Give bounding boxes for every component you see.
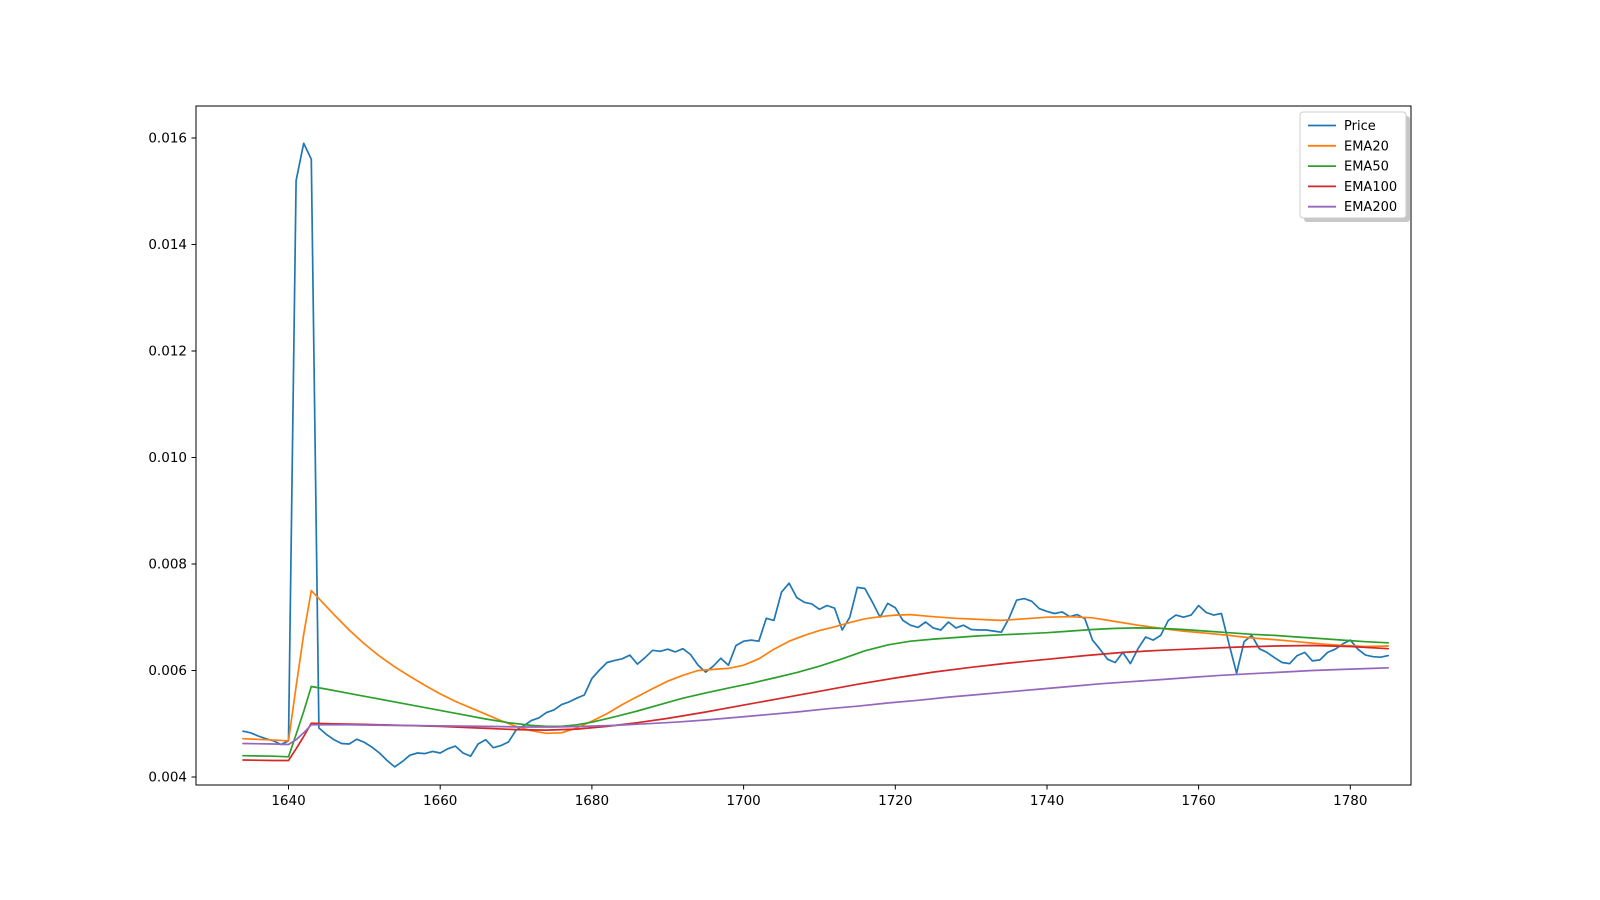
ema200-line [242,666,1390,746]
y-tick-label: 0.012 [148,344,187,360]
ema20-line [242,589,1390,742]
y-tick-label: 0.014 [148,237,187,253]
y-tick-label: 0.008 [148,557,187,573]
x-tick-label: 1720 [878,793,912,809]
y-tick-label: 0.006 [148,663,187,679]
ema100-line [242,644,1390,762]
price-line [242,142,1390,768]
legend-label-price: Price [1344,119,1376,134]
ema50-line [242,627,1390,758]
x-tick-label: 1780 [1333,793,1367,809]
y-tick-label: 0.010 [148,450,187,466]
legend-label-ema200: EMA200 [1344,200,1397,215]
y-tick-label: 0.016 [148,131,187,147]
x-tick-label: 1680 [575,793,609,809]
legend-label-ema20: EMA20 [1344,139,1389,154]
plot-area [196,106,1411,785]
x-tick-label: 1640 [271,793,305,809]
plot-border [195,105,1412,786]
x-tick-label: 1700 [726,793,760,809]
x-tick-label: 1760 [1181,793,1215,809]
legend-label-ema50: EMA50 [1344,160,1389,175]
legend-label-ema100: EMA100 [1344,180,1397,195]
x-tick-label: 1740 [1030,793,1064,809]
x-tick-label: 1660 [423,793,457,809]
legend-box [1299,111,1407,219]
y-tick-label: 0.004 [148,770,187,786]
